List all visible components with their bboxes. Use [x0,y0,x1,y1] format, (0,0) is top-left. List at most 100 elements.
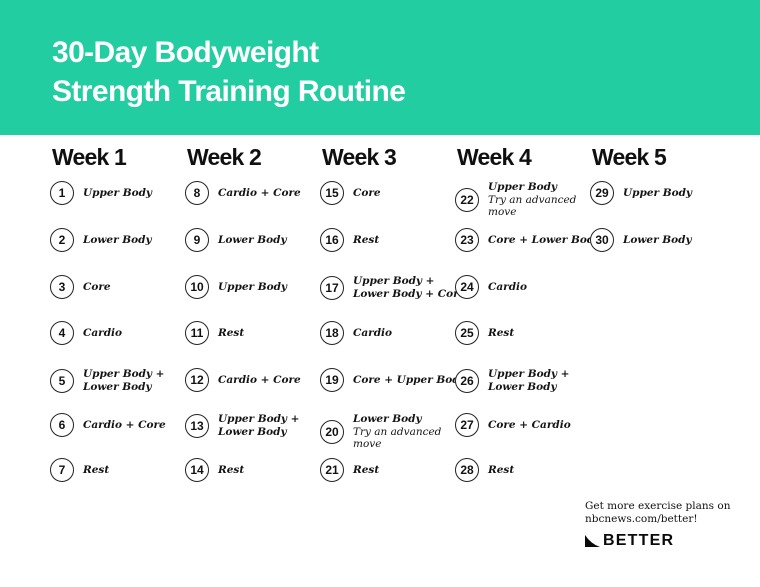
day-row: 21 Rest [320,458,473,482]
day-row: 17 Upper Body + Lower Body + Core [320,275,473,300]
day-number-circle: 30 [590,228,614,252]
day-row: 27 Core + Cardio [455,413,608,437]
day-row: 1 Upper Body [50,181,203,205]
week-column-5: Week 5 29 Upper Body 30 Lower Body [590,144,722,504]
day-note: Try an advanced move [353,425,442,451]
day-row: 19 Core + Upper Body [320,368,473,392]
day-text: Cardio [83,327,203,340]
day-row: 22 Upper Body Try an advanced move [455,181,608,219]
day-number-circle: 23 [455,228,479,252]
day-text: Rest [218,464,338,477]
day-row: 26 Upper Body + Lower Body [455,368,608,393]
day-text: Upper Body + Lower Body + Core [353,275,473,300]
day-text: Lower Body [83,234,203,247]
day-text: Rest [488,327,608,340]
poster-title-line1: 30-Day Bodyweight [52,36,319,69]
day-text: Upper Body + Lower Body [218,413,338,438]
day-label: Lower Body [83,233,152,246]
brand-name: BETTER [603,532,675,549]
day-text: Lower Body [218,234,338,247]
day-row: 2 Lower Body [50,228,203,252]
day-row: 25 Rest [455,321,608,345]
day-number-circle: 20 [320,419,344,444]
day-text: Cardio + Core [218,187,338,200]
day-label: Rest [353,463,380,476]
week-title: Week 4 [457,144,532,170]
day-text: Core [83,281,203,294]
day-row: 20 Lower Body Try an advanced move [320,413,473,451]
poster-title: 30-Day Bodyweight Strength Training Rout… [52,33,406,111]
day-row: 10 Upper Body [185,275,338,299]
day-label: Lower Body [218,233,287,246]
day-label: Rest [488,326,515,339]
day-text: Upper Body [218,281,338,294]
brand-logo: BETTER [585,532,750,550]
day-row: 7 Rest [50,458,203,482]
day-label: Upper Body [218,280,288,293]
day-number-circle: 22 [455,187,479,212]
day-row: 13 Upper Body + Lower Body [185,413,338,438]
day-row: 3 Core [50,275,203,299]
day-row: 15 Core [320,181,473,205]
day-row: 23 Core + Lower Body [455,228,608,252]
day-number-circle: 3 [50,275,74,299]
day-label: Lower Body [353,413,422,425]
poster-footer: Get more exercise plans on nbcnews.com/b… [585,500,750,550]
day-number-circle: 11 [185,321,209,345]
day-text: Core + Upper Body [353,374,473,387]
day-label: Cardio [488,280,528,293]
day-label: Core + Cardio [488,418,571,431]
day-text: Cardio + Core [83,419,203,432]
week-column-1: Week 1 1 Upper Body 2 Lower Body 3 Core 4 Cardio… [50,144,182,504]
day-text: Rest [353,464,473,477]
day-text: Upper Body Try an advanced move [488,181,608,219]
day-label: Upper Body [83,186,153,199]
day-text: Cardio + Core [218,374,338,387]
day-row: 30 Lower Body [590,228,743,252]
day-label: Rest [353,233,380,246]
day-number-circle: 27 [455,413,479,437]
day-number-circle: 29 [590,181,614,205]
day-label: Upper Body [623,186,693,199]
day-row: 18 Cardio [320,321,473,345]
day-label: Rest [218,326,245,339]
day-row: 6 Cardio + Core [50,413,203,437]
day-number-circle: 16 [320,228,344,252]
day-label: Core [83,280,111,293]
day-label: Rest [83,463,110,476]
day-row: 5 Upper Body + Lower Body [50,368,203,393]
day-text: Upper Body [623,187,743,200]
day-label: Upper Body + Lower Body [83,368,165,393]
day-text: Core + Cardio [488,419,608,432]
day-row: 11 Rest [185,321,338,345]
day-number-circle: 12 [185,368,209,392]
day-text: Rest [83,464,203,477]
day-number-circle: 1 [50,181,74,205]
day-text: Core + Lower Body [488,234,608,247]
day-row: 4 Cardio [50,321,203,345]
day-number-circle: 24 [455,275,479,299]
day-row: 9 Lower Body [185,228,338,252]
day-number-circle: 7 [50,458,74,482]
day-number-circle: 15 [320,181,344,205]
day-label: Rest [488,463,515,476]
day-text: Upper Body + Lower Body [83,368,203,393]
week-column-2: Week 2 8 Cardio + Core 9 Lower Body 10 Upper B… [185,144,317,504]
day-row: 29 Upper Body [590,181,743,205]
week-column-3: Week 3 15 Core 16 Rest 17 Upper Body + Lower B… [320,144,466,504]
day-label: Cardio + Core [218,186,301,199]
pennant-triangle-icon [585,535,600,547]
day-label: Rest [218,463,245,476]
day-row: 8 Cardio + Core [185,181,338,205]
day-number-circle: 2 [50,228,74,252]
day-label: Core [353,186,381,199]
day-row: 16 Rest [320,228,473,252]
day-number-circle: 26 [455,368,479,393]
week-title: Week 2 [187,144,262,170]
day-number-circle: 21 [320,458,344,482]
day-label: Upper Body [488,181,558,193]
day-number-circle: 6 [50,413,74,437]
day-label: Cardio + Core [218,373,301,386]
day-row: 24 Cardio [455,275,608,299]
